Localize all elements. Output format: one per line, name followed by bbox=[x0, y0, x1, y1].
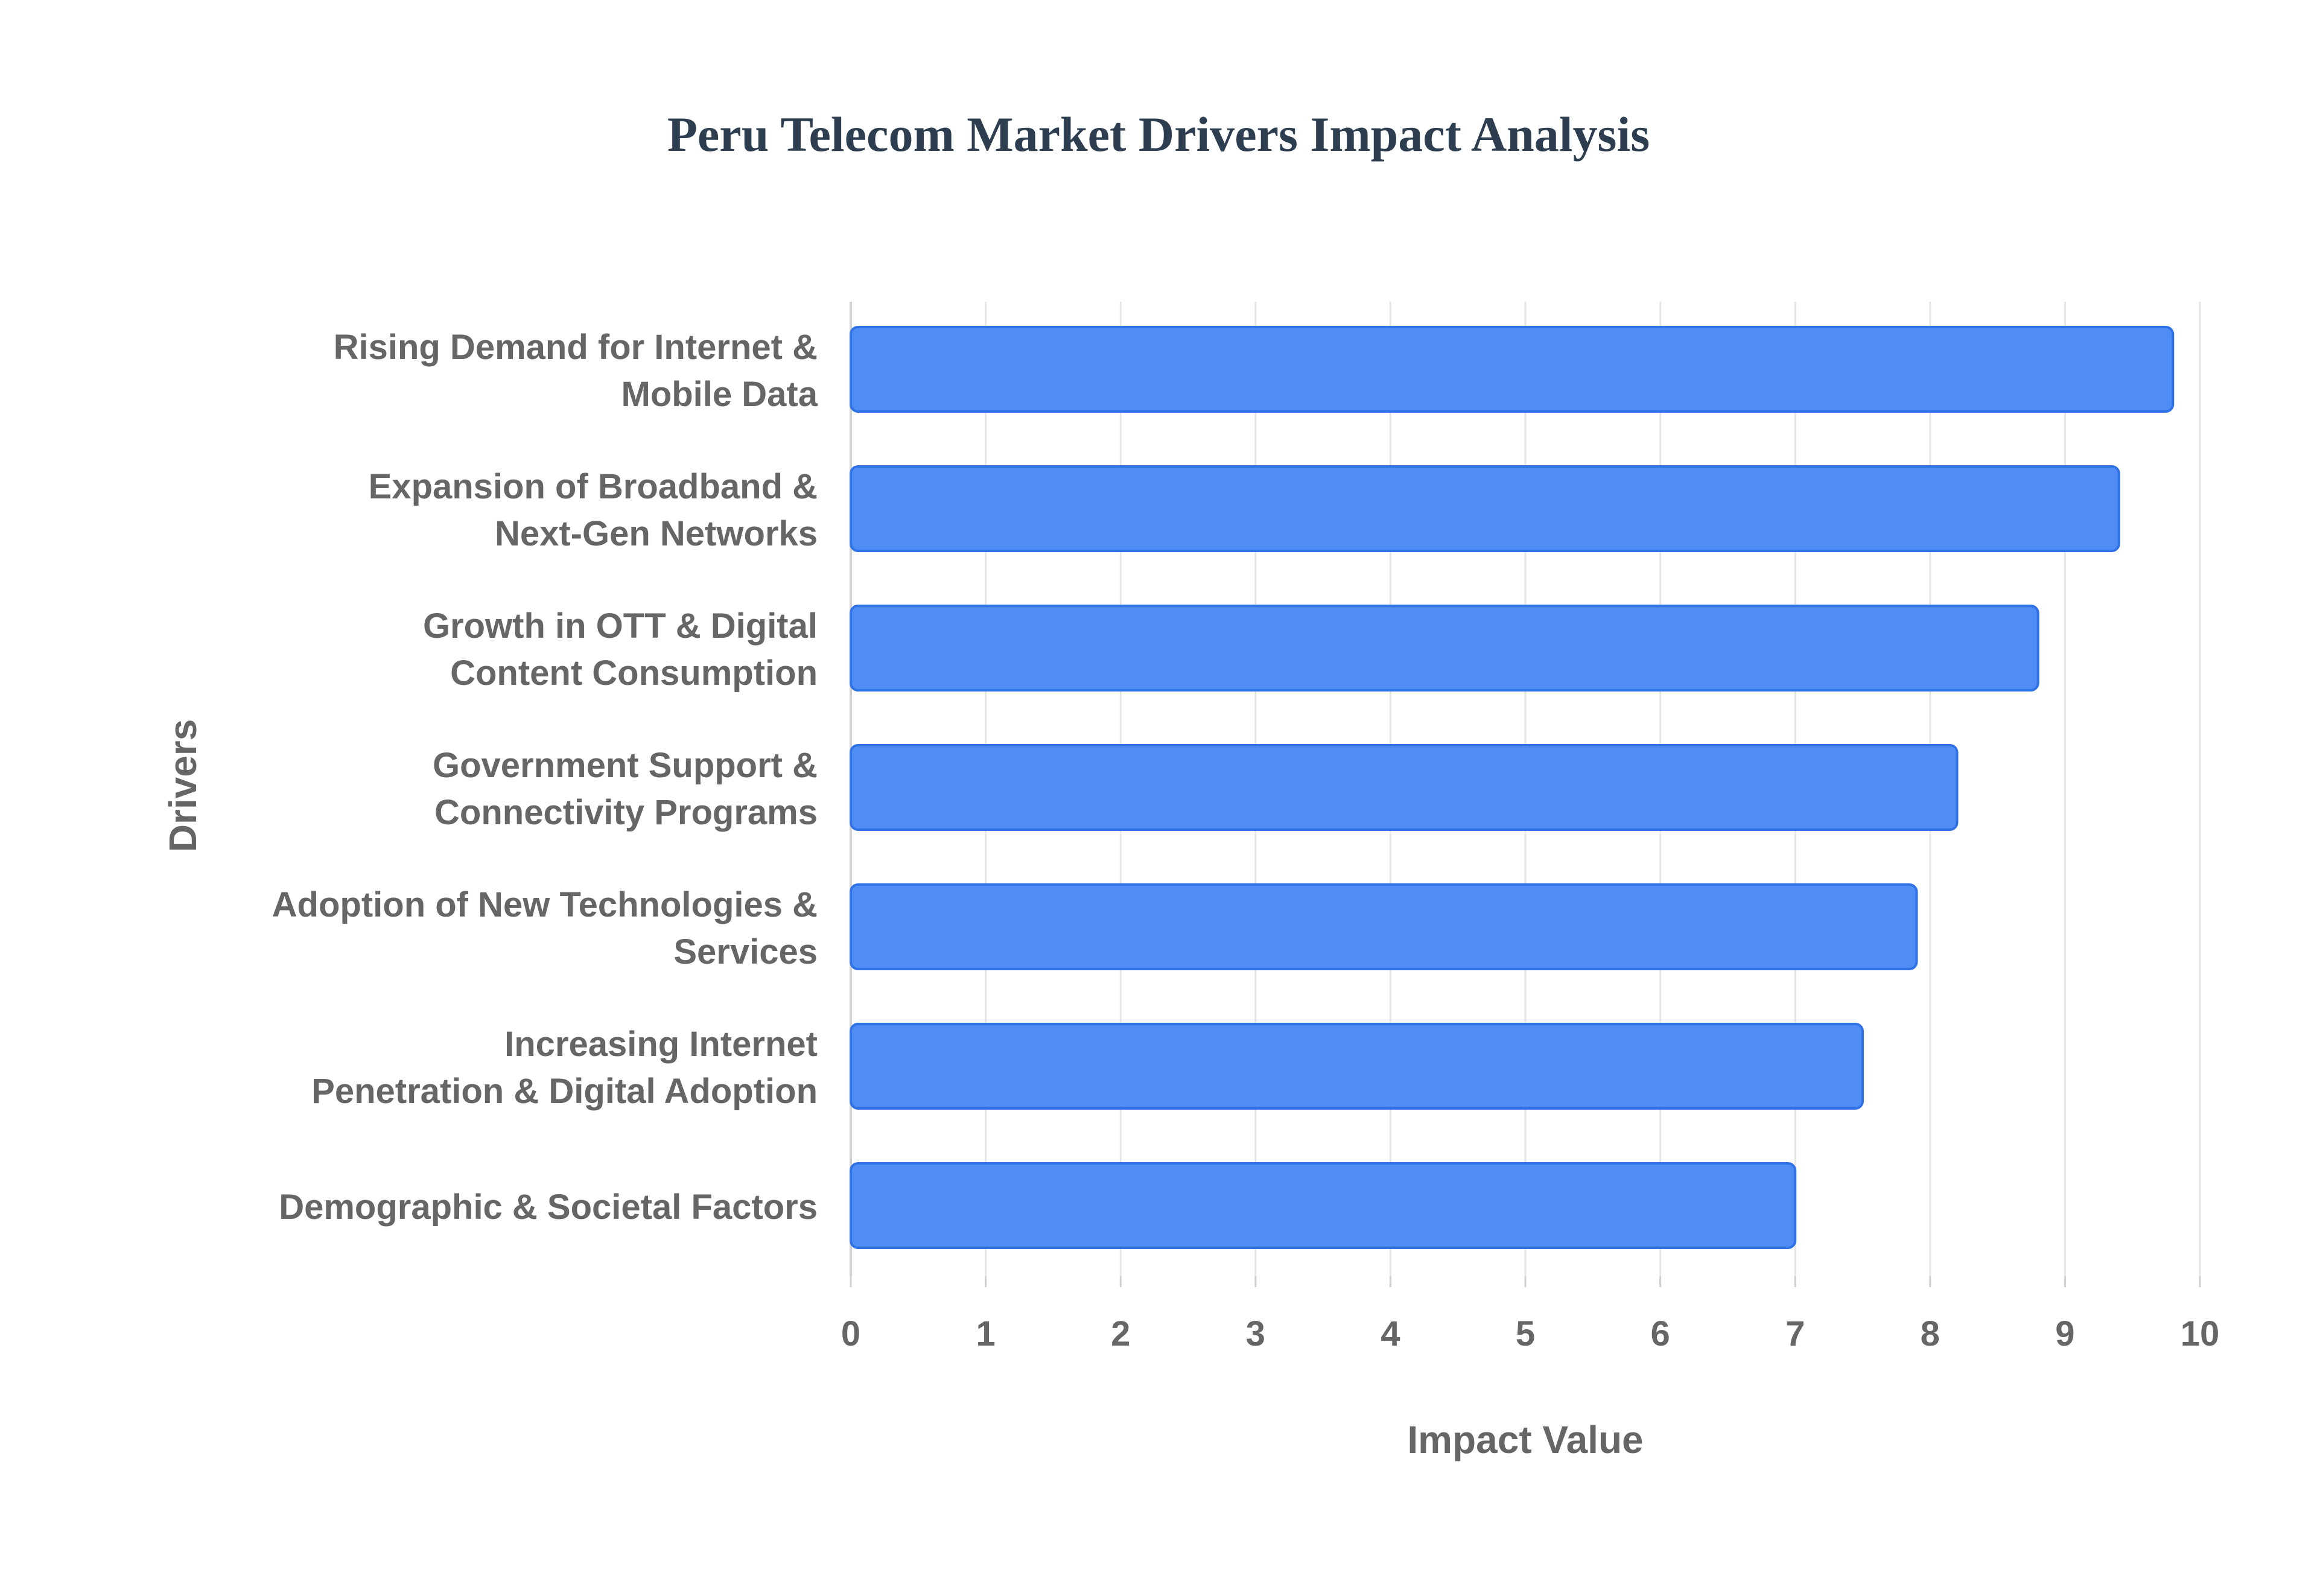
x-tick-label-1: 1 bbox=[976, 1314, 995, 1353]
x-tick-label-10: 10 bbox=[2181, 1314, 2220, 1353]
y-tick-label-0-line-0: Rising Demand for Internet & bbox=[334, 328, 818, 367]
bar-5[interactable] bbox=[850, 1023, 1864, 1110]
bar-4[interactable] bbox=[850, 883, 1918, 970]
x-tick-label-9: 9 bbox=[2055, 1314, 2074, 1353]
x-tick-label-7: 7 bbox=[1785, 1314, 1805, 1353]
y-tick-label-3-line-0: Government Support & bbox=[433, 746, 818, 785]
y-tick-label-6-line-0: Demographic & Societal Factors bbox=[279, 1187, 818, 1227]
bar-2[interactable] bbox=[850, 605, 2039, 691]
bar-1[interactable] bbox=[850, 465, 2120, 552]
bar-6[interactable] bbox=[850, 1162, 1797, 1249]
y-tick-label-4-line-1: Services bbox=[673, 932, 818, 971]
bar-0[interactable] bbox=[850, 326, 2175, 413]
y-tick-label-2-line-0: Growth in OTT & Digital bbox=[423, 606, 818, 646]
bar-3[interactable] bbox=[850, 744, 1959, 831]
y-tick-labels: Rising Demand for Internet & Mobile Data E… bbox=[272, 328, 818, 1227]
y-tick-label-0-line-1: Mobile Data bbox=[621, 375, 818, 414]
x-tick-label-8: 8 bbox=[1921, 1314, 1940, 1353]
y-tick-label-4-line-0: Adoption of New Technologies & bbox=[272, 885, 818, 924]
y-tick-label-5-line-1: Penetration & Digital Adoption bbox=[311, 1072, 818, 1111]
y-tick-label-5-line-0: Increasing Internet bbox=[504, 1025, 818, 1064]
x-tick-label-6: 6 bbox=[1650, 1314, 1670, 1353]
y-axis-label: Drivers bbox=[161, 719, 205, 853]
chart-title: Peru Telecom Market Drivers Impact Analy… bbox=[667, 107, 1650, 162]
x-tick-label-3: 3 bbox=[1246, 1314, 1265, 1353]
y-tick-label-1-line-1: Next-Gen Networks bbox=[495, 514, 818, 553]
x-axis-label: Impact Value bbox=[1407, 1418, 1643, 1461]
x-tick-label-5: 5 bbox=[1516, 1314, 1535, 1353]
x-tick-label-4: 4 bbox=[1381, 1314, 1400, 1353]
y-tick-label-1-line-0: Expansion of Broadband & bbox=[369, 467, 818, 506]
x-tick-label-0: 0 bbox=[841, 1314, 860, 1353]
x-tick-label-2: 2 bbox=[1111, 1314, 1130, 1353]
x-tick-labels: 0 1 2 3 4 5 6 7 8 9 10 bbox=[841, 1314, 2219, 1353]
y-tick-label-2-line-1: Content Consumption bbox=[450, 653, 818, 693]
y-tick-label-3-line-1: Connectivity Programs bbox=[434, 793, 818, 832]
bar-layer bbox=[850, 326, 2175, 1249]
